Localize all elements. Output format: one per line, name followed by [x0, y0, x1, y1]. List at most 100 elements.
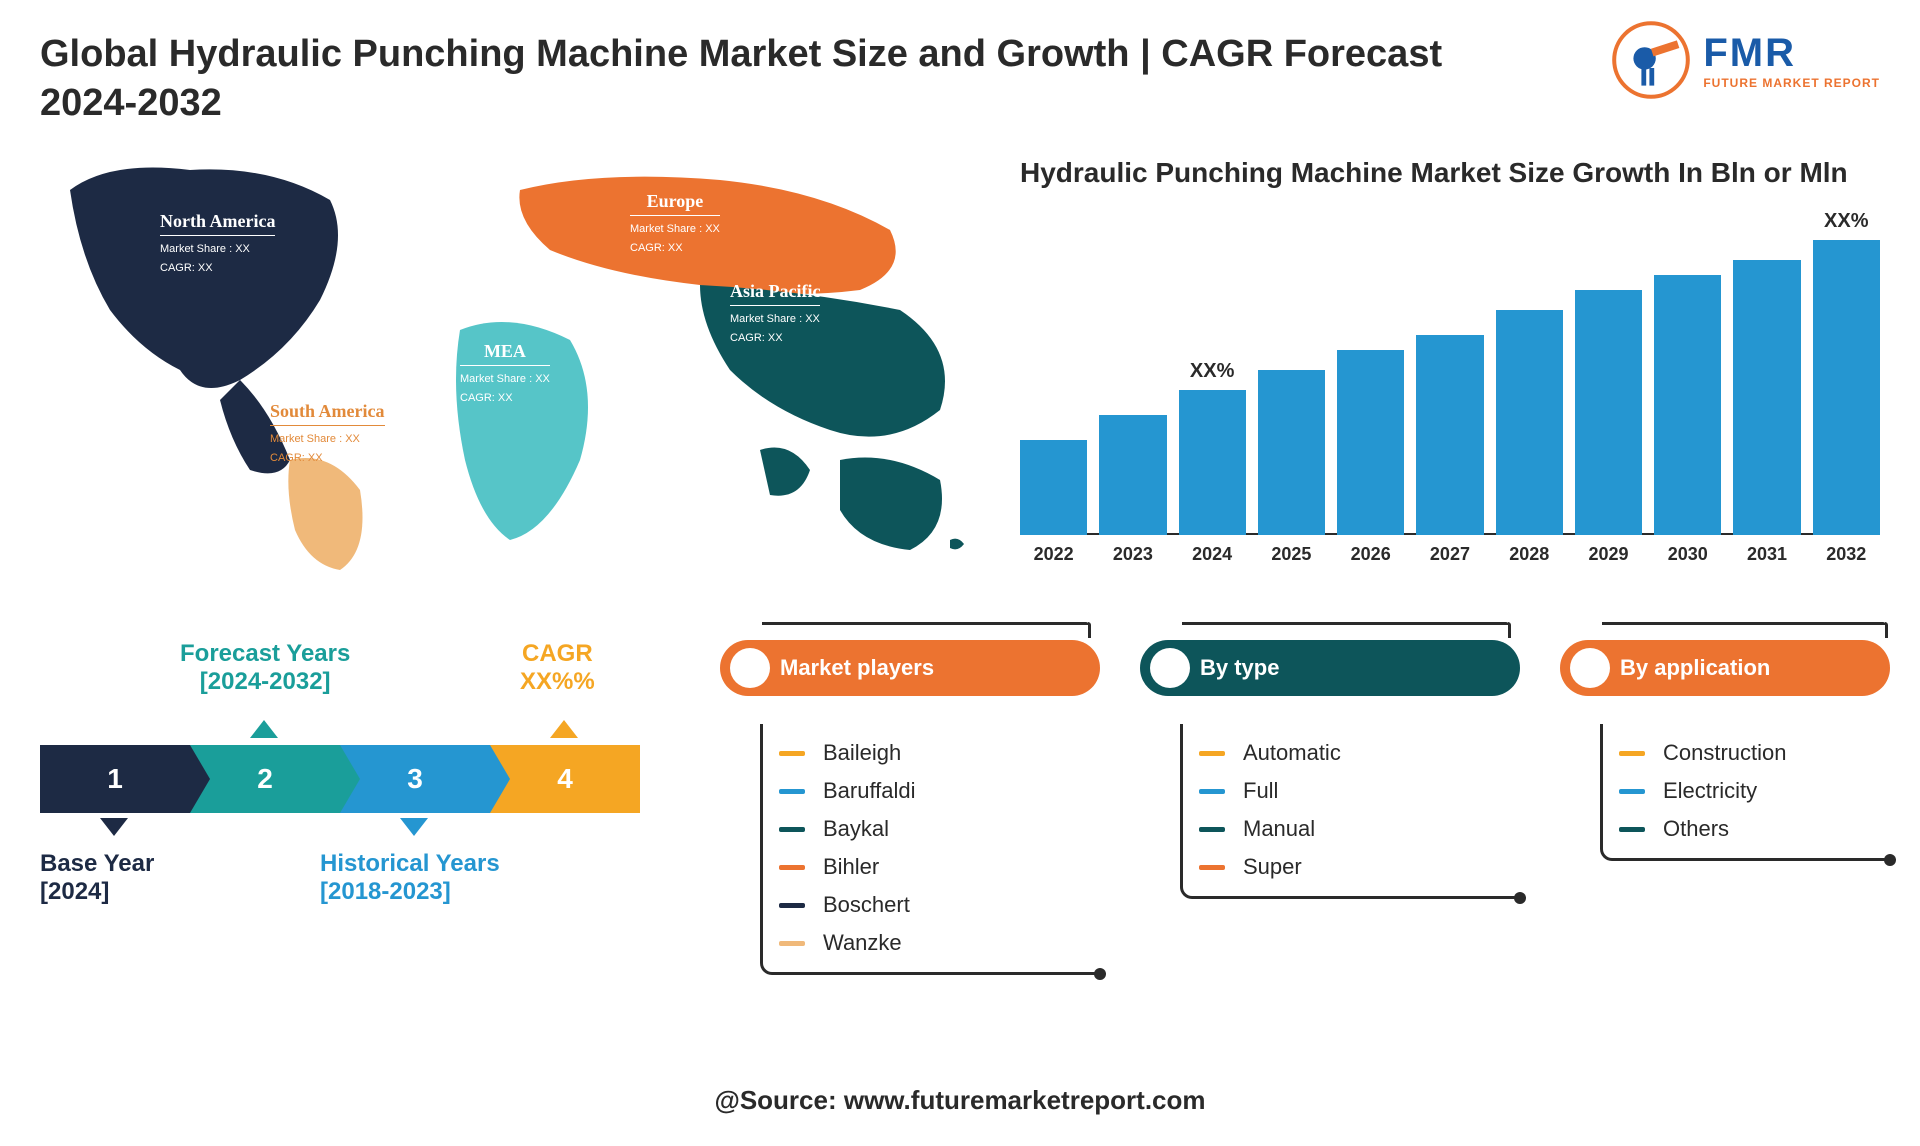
bar	[1575, 290, 1642, 535]
color-dash	[779, 827, 805, 832]
bar-wrap: XX%2032	[1813, 240, 1880, 535]
bar-year-label: 2026	[1351, 544, 1391, 565]
color-dash	[1619, 751, 1645, 756]
region-label: Asia PacificMarket Share : XXCAGR: XX	[730, 280, 820, 345]
list-item: Super	[1183, 848, 1520, 886]
bar-year-label: 2023	[1113, 544, 1153, 565]
color-dash	[1199, 789, 1225, 794]
list-item: Baruffaldi	[763, 772, 1100, 810]
bar-year-label: 2029	[1588, 544, 1628, 565]
bar-wrap: 2022	[1020, 440, 1087, 535]
panel-header: Market players	[720, 640, 1100, 696]
bar-wrap: 2030	[1654, 275, 1721, 535]
bar-wrap: 2028	[1496, 310, 1563, 535]
bar-wrap: XX%2024	[1179, 390, 1246, 535]
panel-title: Market players	[780, 655, 934, 681]
list-item: Full	[1183, 772, 1520, 810]
bar-wrap: 2023	[1099, 415, 1166, 535]
list-item: Construction	[1603, 734, 1890, 772]
logo-text: FMR	[1703, 31, 1880, 76]
list-item: Manual	[1183, 810, 1520, 848]
color-dash	[779, 789, 805, 794]
bar-wrap: 2025	[1258, 370, 1325, 535]
list-item: Electricity	[1603, 772, 1890, 810]
list-item: Baileigh	[763, 734, 1100, 772]
list-item: Bihler	[763, 848, 1100, 886]
bar	[1179, 390, 1246, 535]
timeline-block: 4	[490, 745, 640, 813]
bar-wrap: 2031	[1733, 260, 1800, 535]
item-label: Bihler	[823, 854, 879, 880]
bar	[1813, 240, 1880, 535]
bar-year-label: 2032	[1826, 544, 1866, 565]
color-dash	[1619, 789, 1645, 794]
region-label: EuropeMarket Share : XXCAGR: XX	[630, 190, 720, 255]
forecast-label: Forecast Years [2024-2032]	[180, 640, 350, 696]
timeline-block: 2	[190, 745, 340, 813]
list-item: Automatic	[1183, 734, 1520, 772]
growth-bar-chart: Hydraulic Punching Machine Market Size G…	[1020, 155, 1880, 575]
list-item: Boschert	[763, 886, 1100, 924]
panel-divider	[762, 622, 1089, 625]
telescope-icon	[1611, 20, 1691, 100]
item-label: Full	[1243, 778, 1278, 804]
arrow-up-icon	[550, 720, 578, 738]
bar-year-label: 2027	[1430, 544, 1470, 565]
bar	[1020, 440, 1087, 535]
color-dash	[1619, 827, 1645, 832]
item-label: Wanzke	[823, 930, 902, 956]
list-item: Others	[1603, 810, 1890, 848]
region-label: South AmericaMarket Share : XXCAGR: XX	[270, 400, 385, 465]
item-label: Electricity	[1663, 778, 1757, 804]
color-dash	[779, 941, 805, 946]
region-label: North AmericaMarket Share : XXCAGR: XX	[160, 210, 275, 275]
bar-year-label: 2028	[1509, 544, 1549, 565]
panel-title: By application	[1620, 655, 1770, 681]
bar	[1258, 370, 1325, 535]
item-label: Baruffaldi	[823, 778, 916, 804]
region-label: MEAMarket Share : XXCAGR: XX	[460, 340, 550, 405]
fmr-logo: FMR FUTURE MARKET REPORT	[1611, 20, 1880, 100]
bar	[1416, 335, 1483, 535]
color-dash	[1199, 751, 1225, 756]
by-type-panel: By type Automatic Full Manual Super	[1140, 640, 1520, 899]
by-application-panel: By application Construction Electricity Ot…	[1560, 640, 1890, 861]
source-attribution: @Source: www.futuremarketreport.com	[714, 1085, 1205, 1116]
bar-year-label: 2024	[1192, 544, 1232, 565]
item-label: Manual	[1243, 816, 1315, 842]
color-dash	[1199, 827, 1225, 832]
bar-year-label: 2022	[1034, 544, 1074, 565]
chart-title: Hydraulic Punching Machine Market Size G…	[1020, 155, 1880, 191]
item-label: Automatic	[1243, 740, 1341, 766]
color-dash	[779, 751, 805, 756]
color-dash	[1199, 865, 1225, 870]
base-year-label: Base Year [2024]	[40, 850, 154, 906]
bar-annotation: XX%	[1190, 360, 1234, 383]
list-item: Wanzke	[763, 924, 1100, 962]
item-label: Baykal	[823, 816, 889, 842]
page-title: Global Hydraulic Punching Machine Market…	[40, 30, 1490, 129]
item-label: Boschert	[823, 892, 910, 918]
arrow-down-icon	[400, 818, 428, 836]
panel-header: By type	[1140, 640, 1520, 696]
item-label: Construction	[1663, 740, 1787, 766]
bar	[1733, 260, 1800, 535]
market-players-panel: Market players Baileigh Baruffaldi Baykal B…	[720, 640, 1100, 975]
arrow-down-icon	[100, 818, 128, 836]
panel-header: By application	[1560, 640, 1890, 696]
arrow-up-icon	[250, 720, 278, 738]
panel-title: By type	[1200, 655, 1279, 681]
bar-annotation: XX%	[1824, 210, 1868, 233]
bar-year-label: 2025	[1271, 544, 1311, 565]
world-map: North AmericaMarket Share : XXCAGR: XX So…	[40, 150, 1000, 570]
list-item: Baykal	[763, 810, 1100, 848]
item-label: Others	[1663, 816, 1729, 842]
item-label: Super	[1243, 854, 1302, 880]
bar	[1654, 275, 1721, 535]
bar-year-label: 2031	[1747, 544, 1787, 565]
bar-wrap: 2027	[1416, 335, 1483, 535]
historical-label: Historical Years [2018-2023]	[320, 850, 500, 906]
panel-divider	[1182, 622, 1509, 625]
cagr-label: CAGR XX%%	[520, 640, 595, 696]
color-dash	[779, 903, 805, 908]
